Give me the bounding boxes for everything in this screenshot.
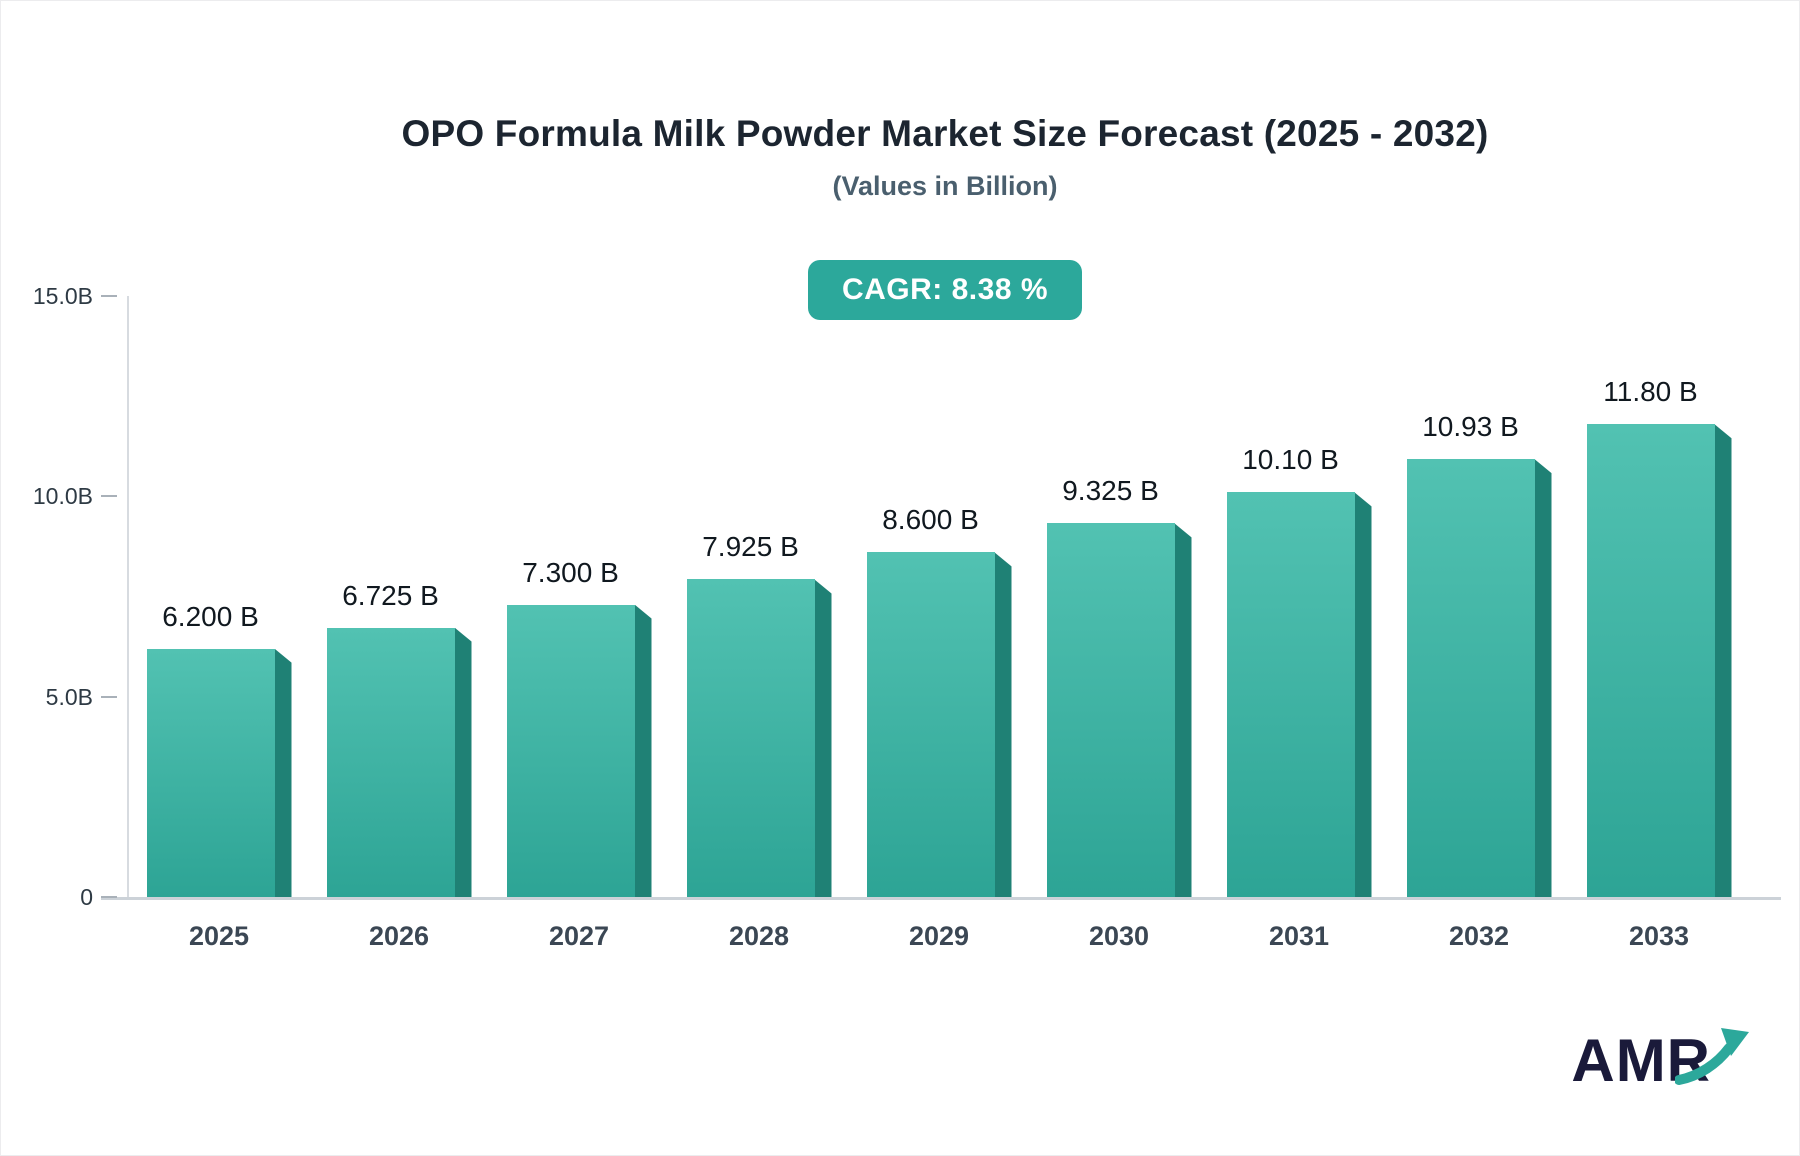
bar-front-face xyxy=(1586,424,1715,897)
y-axis-label: 0 xyxy=(80,884,93,910)
bar xyxy=(1586,424,1732,897)
y-axis-label: 15.0B xyxy=(32,283,93,309)
bar xyxy=(1406,459,1552,897)
y-tick-mark xyxy=(101,896,117,898)
x-axis-label: 2033 xyxy=(1628,921,1690,951)
x-axis-label: 2028 xyxy=(728,921,790,951)
bar xyxy=(686,579,832,897)
bar-side-face xyxy=(994,552,1012,897)
bar xyxy=(326,627,472,897)
bar xyxy=(1046,523,1192,897)
bar-side-face xyxy=(1714,424,1732,897)
bar-front-face xyxy=(1046,523,1175,897)
bar xyxy=(1226,492,1372,897)
x-axis-label: 2030 xyxy=(1088,921,1150,951)
bar-value-label: 6.200 B xyxy=(162,600,259,632)
bar-side-face xyxy=(814,579,832,897)
bar xyxy=(506,604,652,897)
chart-subtitle: (Values in Billion) xyxy=(832,171,1058,201)
x-axis-label: 2027 xyxy=(548,921,610,951)
bar-front-face xyxy=(146,648,275,897)
bar-side-face xyxy=(1534,459,1552,897)
y-tick-mark xyxy=(101,495,117,498)
bar-value-label: 10.10 B xyxy=(1242,444,1339,476)
bar-front-face xyxy=(506,604,635,897)
x-axis-label: 2026 xyxy=(368,921,430,951)
bar-side-face xyxy=(1174,523,1192,897)
growth-arrow-icon xyxy=(1675,1027,1749,1085)
x-axis-label: 2032 xyxy=(1448,921,1510,951)
bar-value-label: 11.80 B xyxy=(1603,376,1698,408)
bar-value-label: 6.725 B xyxy=(342,579,439,611)
bar-side-face xyxy=(274,648,292,897)
amr-logo-text: AMR xyxy=(1571,1027,1711,1094)
y-axis-label: 5.0B xyxy=(45,683,93,710)
y-axis-line xyxy=(127,296,129,897)
bar-front-face xyxy=(326,627,455,897)
bar-value-label: 9.325 B xyxy=(1062,475,1159,507)
amr-logo: AMR xyxy=(1571,1026,1751,1095)
bar-side-face xyxy=(1354,492,1372,897)
bar-value-label: 10.93 B xyxy=(1422,411,1519,443)
bar-front-face xyxy=(1226,492,1355,897)
x-axis-label: 2029 xyxy=(908,921,970,951)
bar-front-face xyxy=(1406,459,1535,897)
bar xyxy=(146,648,292,897)
chart-header: OPO Formula Milk Powder Market Size Fore… xyxy=(111,1,1779,320)
bar-front-face xyxy=(686,579,815,897)
cagr-badge: CAGR: 8.38 % xyxy=(807,260,1083,320)
bar-value-label: 7.300 B xyxy=(522,556,619,588)
bar-value-label: 7.925 B xyxy=(702,531,799,563)
y-axis-label: 10.0B xyxy=(32,483,93,510)
chart-title: OPO Formula Milk Powder Market Size Fore… xyxy=(401,113,1489,154)
x-axis-line xyxy=(101,897,1781,900)
x-axis-label: 2031 xyxy=(1268,921,1330,951)
bar-front-face xyxy=(866,552,995,897)
bar-value-label: 8.600 B xyxy=(882,504,979,536)
x-axis-label: 2025 xyxy=(188,921,250,951)
y-tick-mark xyxy=(101,295,117,297)
bar-side-face xyxy=(454,627,472,897)
bar-side-face xyxy=(634,604,652,897)
y-tick-mark xyxy=(101,695,117,698)
bar xyxy=(866,552,1012,897)
